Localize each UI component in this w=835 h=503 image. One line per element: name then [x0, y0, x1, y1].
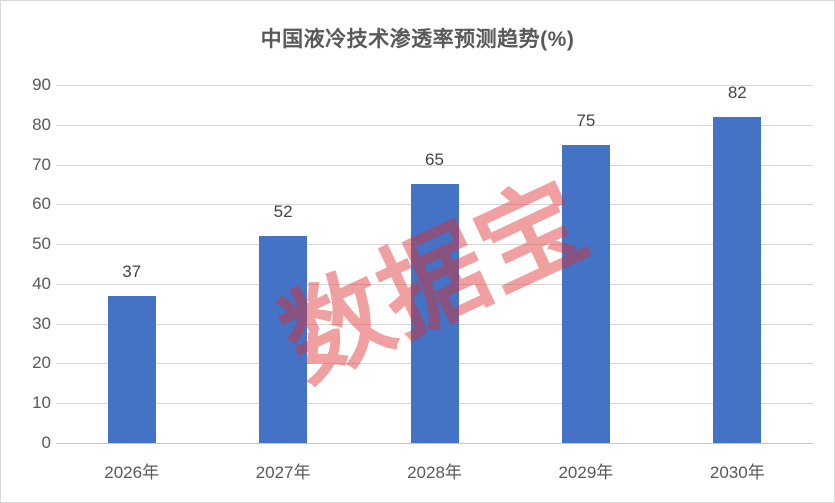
y-tick-label: 10: [32, 393, 51, 413]
plot-area: 0 10 20 30 40 50 60 70 80 90 37 2026年 52 2027年 65 2028年…: [32, 75, 813, 482]
bar-value-label: 65: [425, 150, 444, 170]
y-tick-label: 30: [32, 313, 51, 333]
gridline: [56, 124, 813, 126]
bar-value-label: 52: [273, 202, 293, 222]
bar-2030年: [713, 116, 762, 443]
bar-value-label: 82: [727, 82, 747, 102]
bar-2026年: [107, 295, 156, 443]
y-tick-label: 0: [41, 433, 51, 452]
y-tick-label: 60: [32, 194, 51, 214]
y-tick-label: 90: [32, 75, 51, 94]
x-tick-label: 2029年: [558, 463, 614, 482]
bar-2029年: [561, 144, 610, 443]
y-tick-label: 70: [32, 154, 51, 174]
bar-2027年: [259, 236, 308, 443]
bar-value-label: 75: [576, 110, 596, 130]
x-tick-label: 2027年: [255, 463, 311, 482]
bar-value-label: 37: [122, 261, 142, 281]
x-tick-label: 2028年: [407, 463, 462, 482]
y-tick-label: 40: [32, 273, 51, 293]
gridline: [56, 164, 813, 166]
x-tick-label: 2026年: [104, 463, 160, 482]
chart-title: 中国液冷技术渗透率预测趋势(%): [260, 28, 575, 51]
gridline: [56, 85, 813, 86]
y-tick-label: 20: [32, 353, 51, 373]
y-tick-label: 80: [32, 114, 51, 134]
x-axis-line: [56, 443, 813, 444]
bar-2028年: [410, 184, 459, 443]
x-tick-label: 2030年: [709, 463, 765, 482]
y-tick-label: 50: [32, 234, 51, 254]
